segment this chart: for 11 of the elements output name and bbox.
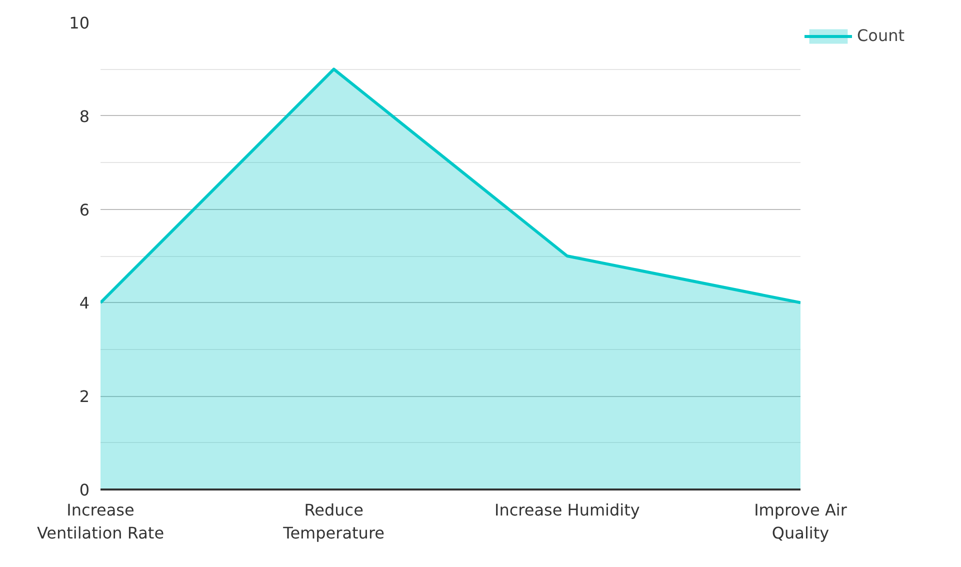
y-tick-label: 4 <box>79 294 90 313</box>
y-tick-label: 2 <box>79 387 90 406</box>
x-tick-label: Increase Ventilation Rate <box>36 500 164 542</box>
x-tick-label: Increase Humidity <box>494 500 640 520</box>
y-tick-label: 0 <box>79 480 90 500</box>
legend-label: Count <box>857 26 905 45</box>
y-tick-label: 10 <box>69 14 90 32</box>
y-tick-label: 8 <box>79 106 90 126</box>
x-tick-label: Improve Air Quality <box>754 500 848 542</box>
y-tick-label: 6 <box>79 200 90 220</box>
x-tick-label: Reduce Temperature <box>282 500 385 542</box>
